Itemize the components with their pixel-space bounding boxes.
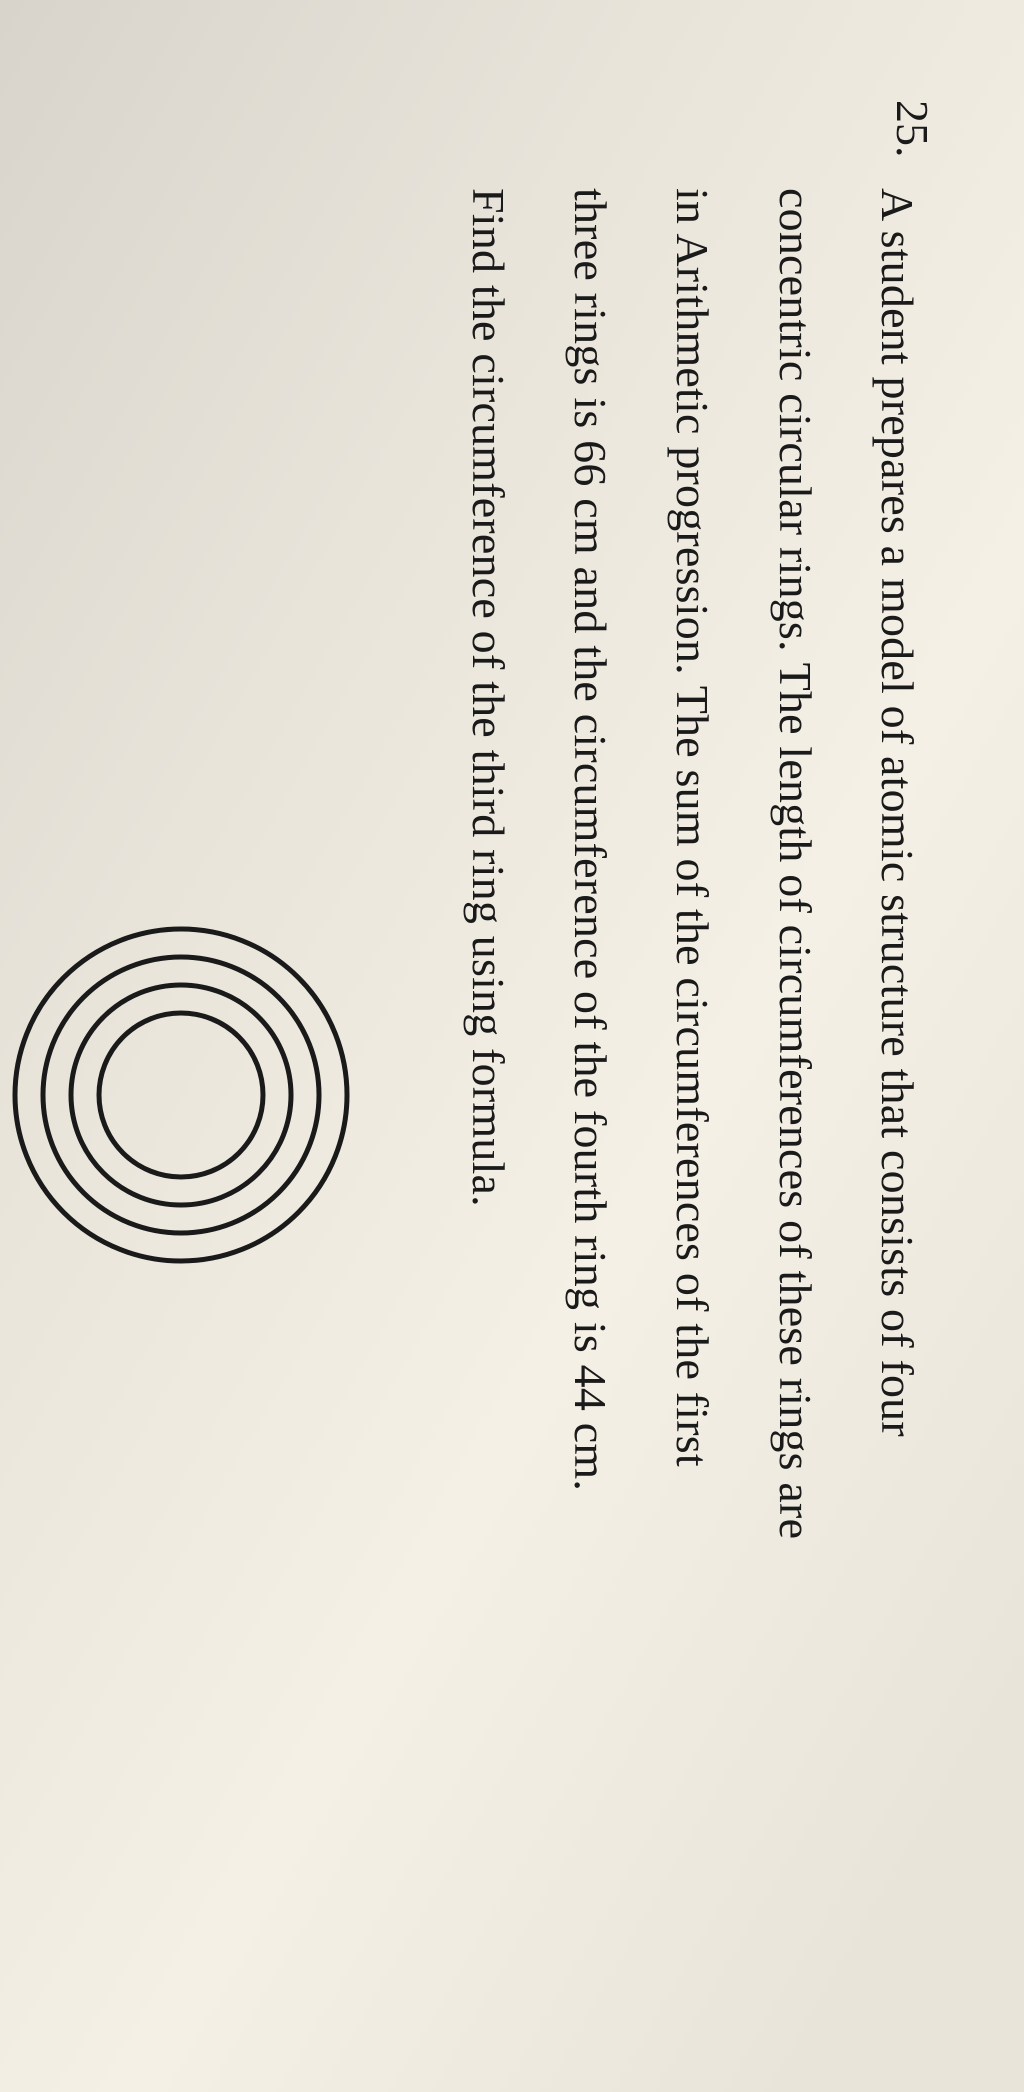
question-line-1: A student prepares a model of atomic str… <box>850 188 944 2002</box>
ring-2 <box>71 985 291 1205</box>
page-container: 25. A student prepares a model of atomic… <box>0 0 1024 2092</box>
diagram-container <box>0 188 381 2002</box>
ring-4 <box>15 929 347 1261</box>
question-line-2: concentric circular rings. The length of… <box>747 188 841 2002</box>
question-body: A student prepares a model of atomic str… <box>0 188 944 2002</box>
concentric-circles-icon <box>0 895 381 1295</box>
question-line-3: in Arithmetic progression. The sum of th… <box>645 188 739 2002</box>
question-line-4: three rings is 66 cm and the circumferen… <box>543 188 637 2002</box>
question-block: 25. A student prepares a model of atomic… <box>0 100 944 2002</box>
question-number: 25. <box>880 100 944 170</box>
ring-3 <box>43 957 319 1233</box>
question-line-5: Find the circumference of the third ring… <box>441 188 535 2002</box>
ring-1 <box>99 1013 263 1177</box>
